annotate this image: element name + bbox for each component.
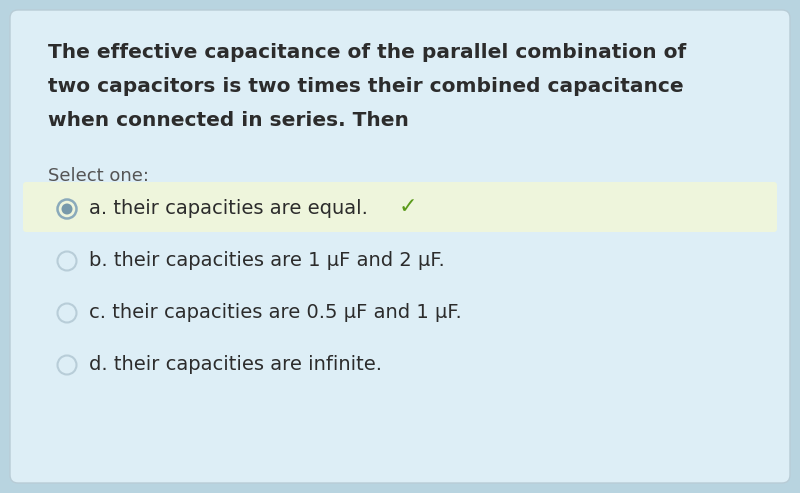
Text: The effective capacitance of the parallel combination of: The effective capacitance of the paralle… xyxy=(48,43,686,62)
Text: Select one:: Select one: xyxy=(48,167,149,185)
Text: c. their capacities are 0.5 μF and 1 μF.: c. their capacities are 0.5 μF and 1 μF. xyxy=(89,304,462,322)
FancyBboxPatch shape xyxy=(10,10,790,483)
Text: ✓: ✓ xyxy=(399,197,418,217)
Text: two capacitors is two times their combined capacitance: two capacitors is two times their combin… xyxy=(48,77,684,96)
Text: d. their capacities are infinite.: d. their capacities are infinite. xyxy=(89,355,382,375)
Text: b. their capacities are 1 μF and 2 μF.: b. their capacities are 1 μF and 2 μF. xyxy=(89,251,445,271)
Text: when connected in series. Then: when connected in series. Then xyxy=(48,111,409,130)
FancyBboxPatch shape xyxy=(23,182,777,232)
Text: a. their capacities are equal.: a. their capacities are equal. xyxy=(89,200,368,218)
Circle shape xyxy=(62,204,73,214)
